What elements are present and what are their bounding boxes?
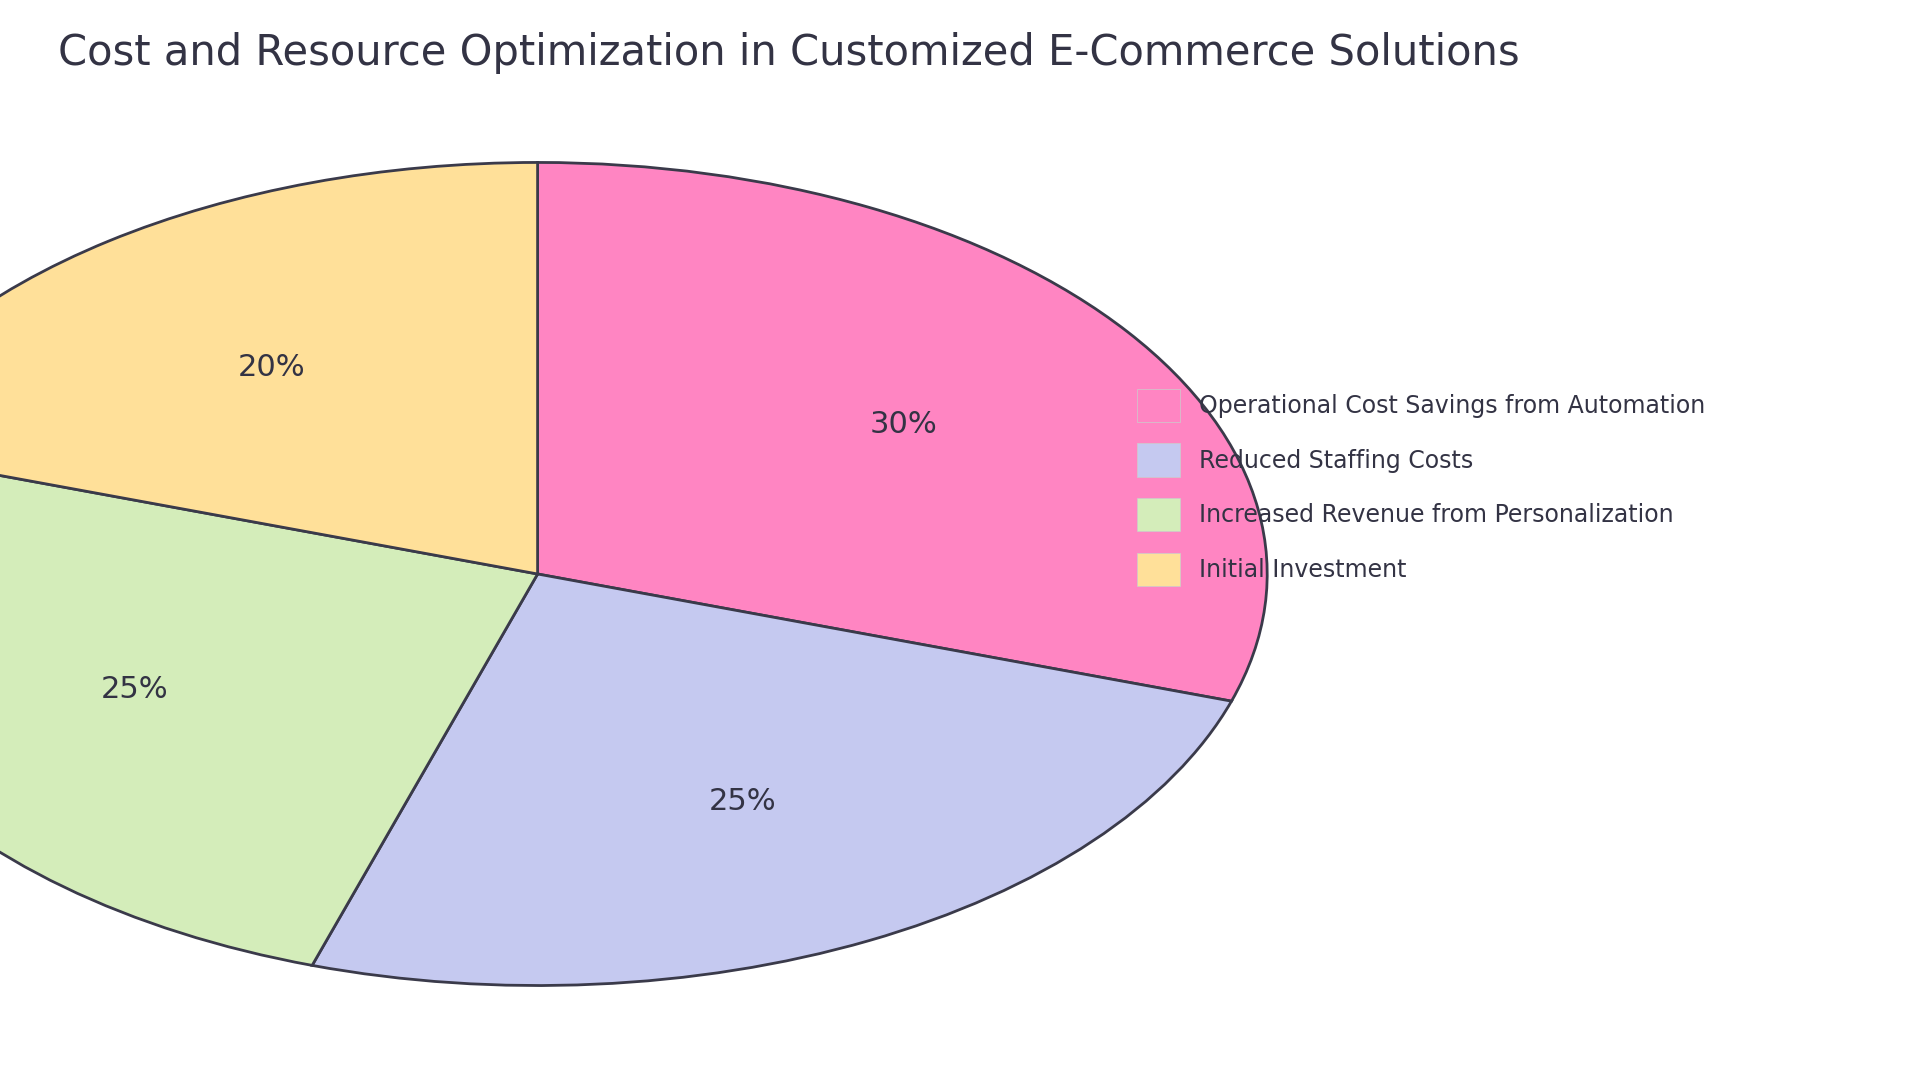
Wedge shape [313, 574, 1231, 986]
Text: 30%: 30% [870, 409, 937, 439]
Legend: Operational Cost Savings from Automation, Reduced Staffing Costs, Increased Reve: Operational Cost Savings from Automation… [1125, 377, 1716, 598]
Wedge shape [0, 447, 538, 965]
Wedge shape [538, 162, 1267, 701]
Wedge shape [0, 162, 538, 574]
Text: 20%: 20% [238, 353, 305, 382]
Text: 25%: 25% [708, 787, 778, 815]
Text: 25%: 25% [100, 676, 169, 704]
Text: Cost and Resource Optimization in Customized E-Commerce Solutions: Cost and Resource Optimization in Custom… [58, 32, 1519, 75]
